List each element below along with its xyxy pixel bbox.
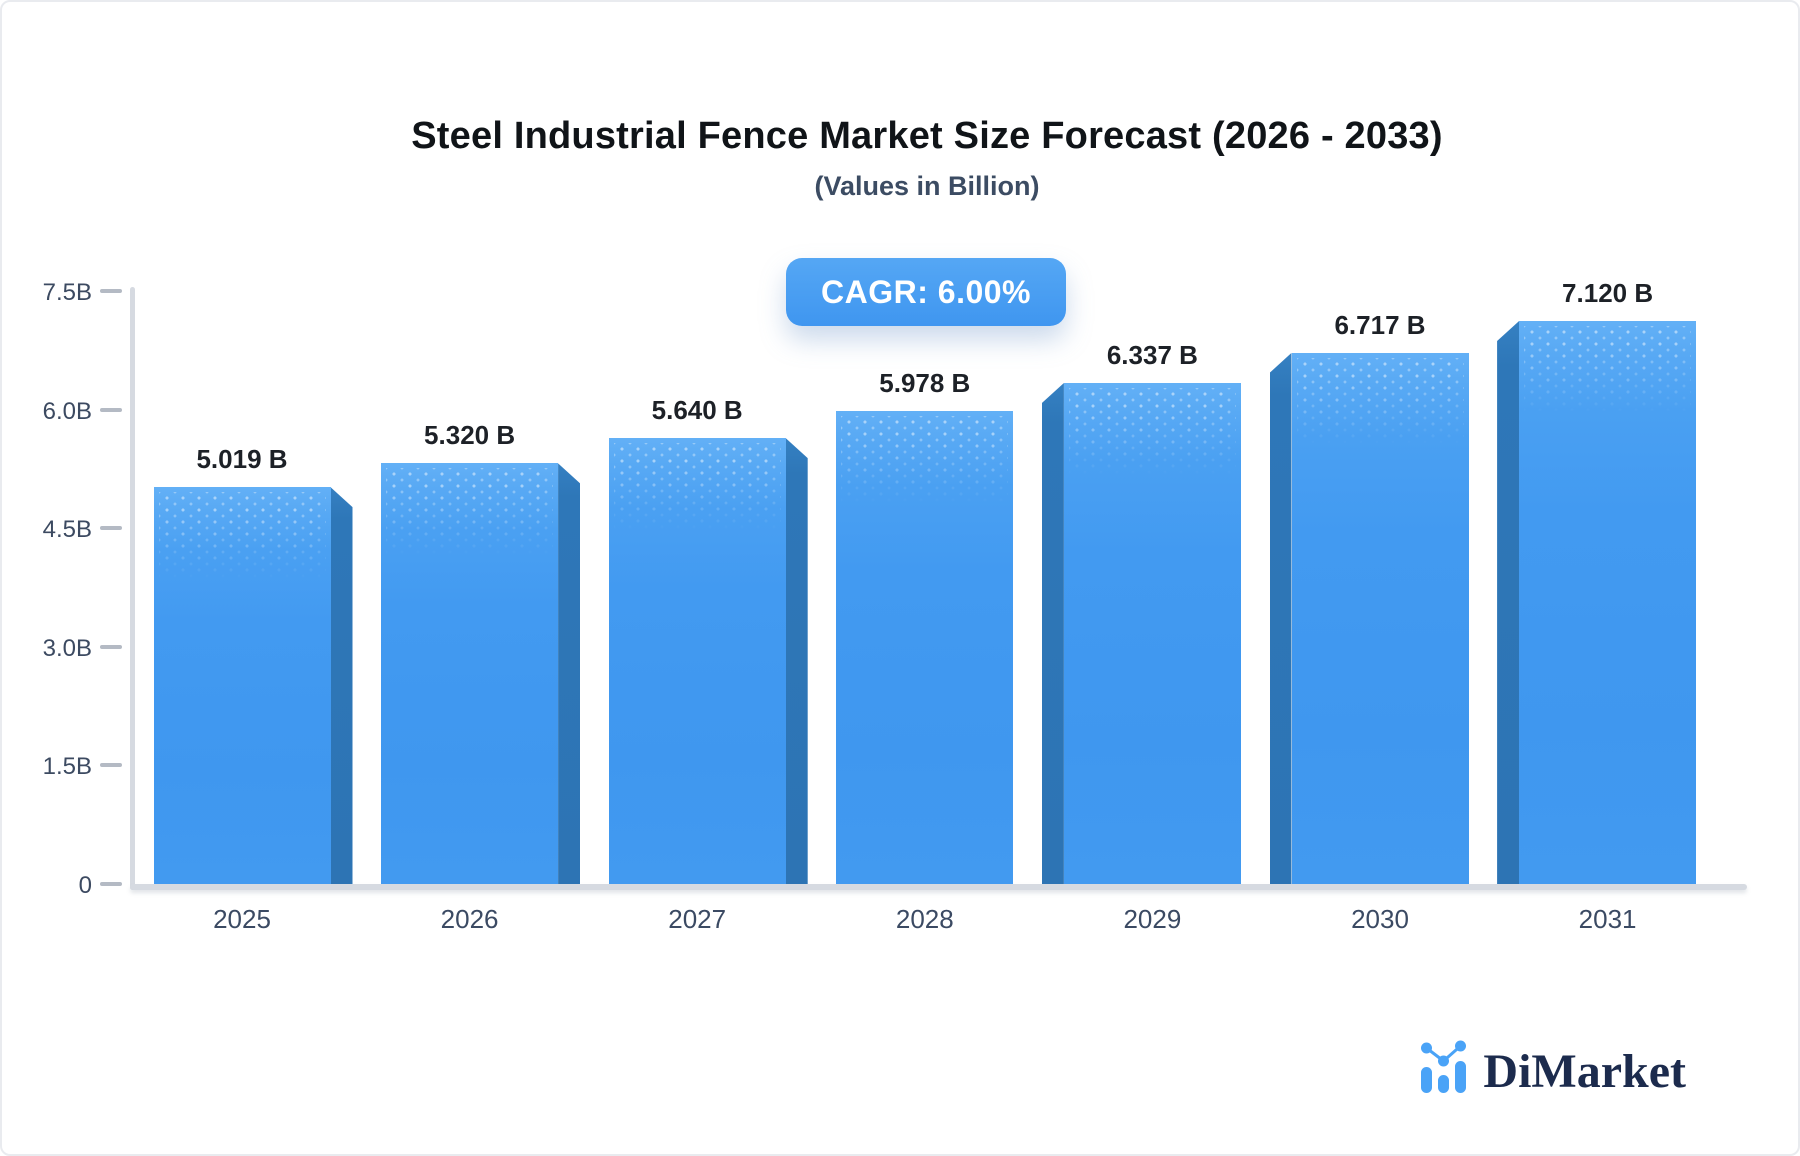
bar-3d-side	[1269, 352, 1292, 884]
bar-value-label: 5.019 B	[196, 444, 288, 475]
logo-wordmark: DiMarket	[1483, 1045, 1686, 1098]
chart-title: Steel Industrial Fence Market Size Forec…	[411, 115, 1443, 157]
x-axis-tick-label: 2026	[440, 904, 499, 934]
bar-2031[interactable]	[1519, 321, 1697, 884]
y-axis-tick-label: 0	[78, 872, 92, 899]
bar-3d-side	[330, 487, 353, 884]
bar-3d-side	[1041, 382, 1064, 884]
bar-top-texture	[841, 416, 1009, 505]
bar-top-texture	[386, 468, 554, 557]
x-axis-line	[130, 884, 1747, 890]
y-axis-tick-mark	[100, 289, 122, 293]
x-axis-tick-label: 2031	[1578, 904, 1637, 934]
bar-value-label: 5.978 B	[879, 368, 971, 399]
y-axis-tick-mark	[100, 526, 122, 531]
bar-top-texture	[1068, 387, 1236, 476]
y-axis-tick-mark	[100, 882, 122, 886]
x-axis-tick-label: 2025	[213, 904, 271, 934]
x-axis-tick-label: 2028	[895, 904, 954, 934]
bar-top-texture	[1524, 326, 1692, 415]
y-axis-tick-label: 1.5B	[42, 753, 92, 781]
y-axis-tick-label: 7.5B	[42, 279, 92, 306]
bar-2028[interactable]	[836, 411, 1014, 884]
bar-3d-side	[558, 463, 581, 884]
bar-3d-side	[1497, 321, 1520, 884]
bar-2030[interactable]	[1291, 352, 1469, 884]
bar-top-texture	[1296, 357, 1464, 446]
cagr-badge: CAGR: 6.00%	[786, 258, 1066, 326]
x-axis-tick-label: 2030	[1351, 904, 1409, 934]
y-axis-tick-label: 6.0B	[42, 397, 92, 425]
bar-value-label: 6.337 B	[1106, 339, 1198, 370]
x-axis-tick-label: 2027	[668, 904, 727, 934]
bar-2027[interactable]	[608, 438, 786, 884]
y-axis-tick-label: 3.0B	[42, 634, 92, 662]
bar-chart-sparkline-icon	[1421, 1040, 1467, 1093]
bar-top-texture	[613, 443, 781, 532]
bar-value-label: 7.120 B	[1562, 278, 1654, 309]
y-axis-tick-label: 4.5B	[42, 516, 92, 544]
bar-2026[interactable]	[381, 463, 559, 884]
bar-2025[interactable]	[153, 487, 331, 884]
x-axis-tick-label: 2029	[1123, 904, 1182, 934]
chart-subtitle: (Values in Billion)	[814, 171, 1040, 201]
y-axis-line	[130, 287, 135, 890]
bar-value-label: 5.640 B	[651, 395, 743, 426]
y-axis-tick-mark	[100, 763, 122, 768]
bar-value-label: 6.717 B	[1334, 309, 1426, 340]
bar-3d-side	[785, 438, 808, 884]
dimarket-logo: DiMarket	[1417, 1040, 1686, 1096]
bar-top-texture	[158, 492, 326, 581]
y-axis-tick-mark	[100, 407, 122, 412]
y-axis-tick-mark	[100, 644, 122, 649]
bar-2029[interactable]	[1063, 382, 1241, 884]
bar-value-label: 5.320 B	[424, 420, 516, 451]
